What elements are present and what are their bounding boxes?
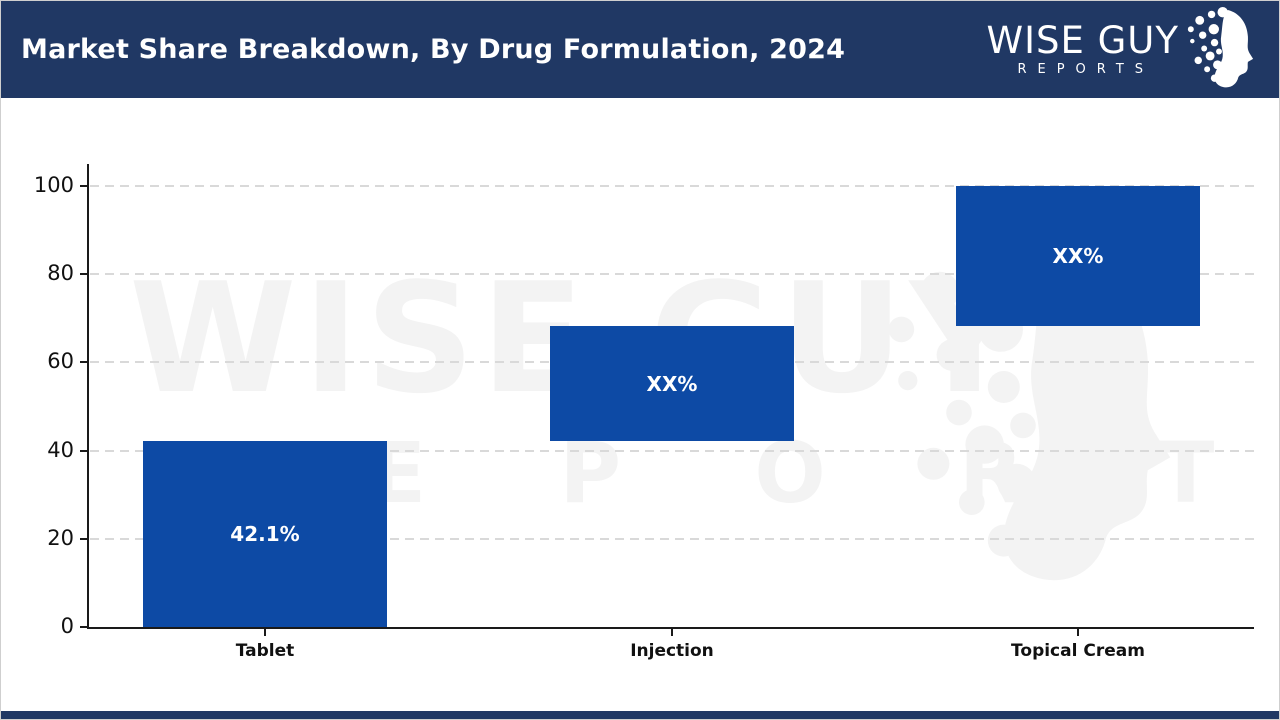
bar-label-injection: XX% [646, 371, 698, 396]
x-tick-mark [264, 627, 266, 636]
bar-label-topical-cream: XX% [1052, 244, 1104, 269]
y-tick-mark [80, 273, 89, 276]
footer-bar [1, 711, 1279, 719]
logo-wordmark: WISE GUY [986, 19, 1179, 62]
header-band: Market Share Breakdown, By Drug Formulat… [1, 1, 1279, 98]
x-tick-mark [1077, 627, 1079, 636]
gridline [90, 273, 1254, 276]
logo-subtitle: REPORTS [1017, 62, 1155, 77]
x-tick-label-tablet: Tablet [235, 641, 295, 661]
y-tick-mark [80, 449, 89, 452]
page-title: Market Share Breakdown, By Drug Formulat… [21, 34, 846, 65]
y-tick-label: 0 [60, 614, 74, 638]
gridline [90, 449, 1254, 452]
y-tick-mark [80, 537, 89, 540]
y-tick-mark [80, 626, 89, 628]
bar-injection: XX% [550, 326, 794, 442]
y-tick-label: 40 [47, 437, 74, 462]
wise-guy-reports-logo: WISE GUY REPORTS [987, 1, 1265, 98]
x-tick-label-topical-cream: Topical Cream [1011, 641, 1145, 661]
x-axis-line [87, 627, 1254, 629]
bar-label-tablet: 42.1% [230, 522, 300, 547]
y-tick-label: 80 [47, 261, 74, 286]
gridline [90, 537, 1254, 540]
y-tick-mark [80, 185, 89, 187]
bar-topical-cream: XX% [956, 186, 1200, 327]
y-tick-mark [80, 361, 89, 364]
y-tick-label: 60 [47, 349, 74, 374]
y-tick-label: 100 [33, 173, 74, 197]
gridline [90, 185, 1254, 187]
y-axis-line [87, 164, 89, 629]
bar-tablet: 42.1% [143, 441, 387, 627]
plot-area: 0 20 40 60 80 100 42.1% Tablet XX% Injection XX% To… [1, 98, 1279, 719]
y-tick-label: 20 [47, 525, 74, 550]
x-tick-mark [671, 627, 673, 636]
x-tick-label-injection: Injection [630, 641, 714, 661]
dotted-face-icon [1187, 6, 1254, 87]
logo-text: WISE GUY REPORTS [987, 22, 1179, 77]
